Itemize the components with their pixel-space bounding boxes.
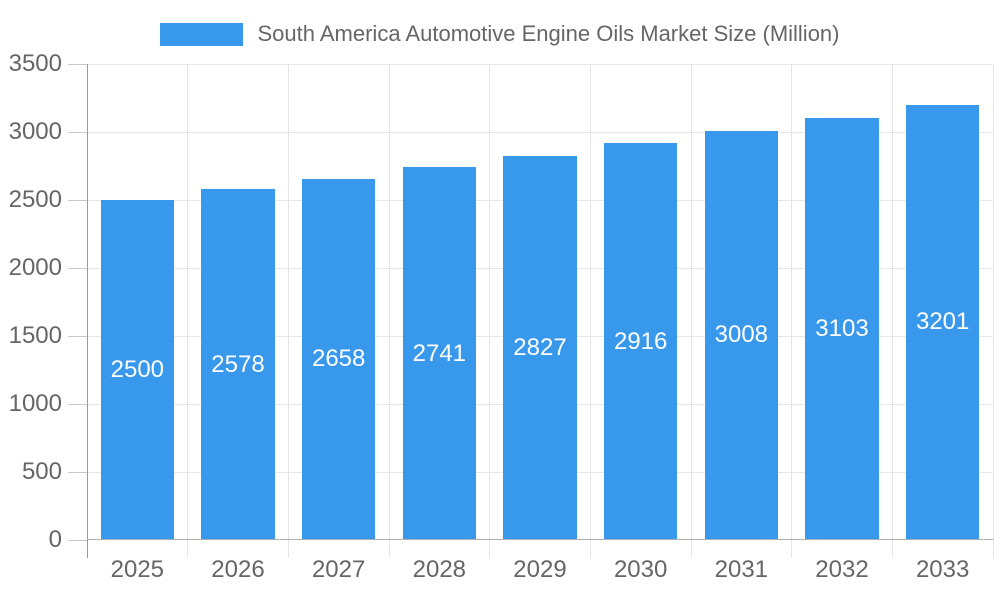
bar-2029[interactable]: 2827	[503, 155, 577, 540]
x-axis-tick-label: 2028	[412, 556, 467, 583]
y-axis-tick	[68, 199, 87, 201]
chart-title: South America Automotive Engine Oils Mar…	[257, 21, 840, 46]
bar-value-label: 3008	[714, 321, 769, 349]
bar-value-label: 2578	[211, 350, 265, 378]
y-axis-tick-label: 1500	[8, 322, 62, 349]
gridline-vertical	[589, 64, 591, 558]
y-axis-tick	[68, 403, 87, 405]
y-axis-tick-label: 1000	[8, 390, 62, 417]
plot-area: 2500 2578 2658 2741 2827 2916 3008 3103 3201	[68, 63, 994, 558]
gridline-horizontal	[87, 131, 993, 133]
y-axis-tick	[68, 131, 87, 133]
bar-2026[interactable]: 2578	[201, 189, 275, 540]
y-axis-tick-label: 500	[21, 458, 62, 485]
bar-2033[interactable]: 3201	[905, 104, 980, 540]
x-axis-tick-label: 2032	[815, 556, 869, 583]
legend-item[interactable]: South America Automotive Engine Oils Mar…	[160, 21, 840, 47]
bar-value-label: 2658	[311, 345, 366, 373]
bar-value-label: 3201	[915, 308, 970, 336]
legend-swatch-icon	[160, 22, 244, 46]
x-axis-tick-label: 2033	[915, 556, 970, 583]
gridline-vertical	[287, 64, 289, 558]
bar-2027[interactable]: 2658	[301, 178, 376, 540]
bar-value-label: 3103	[815, 315, 869, 342]
y-axis-tick	[68, 267, 87, 269]
y-axis-tick	[68, 539, 87, 541]
y-axis-tick-label: 2000	[8, 254, 62, 281]
bar-value-label: 2500	[110, 356, 165, 383]
bar-2028[interactable]: 2741	[402, 167, 477, 540]
y-axis-tick-label: 0	[48, 526, 62, 553]
x-axis-tick-label: 2031	[714, 556, 769, 583]
y-axis-tick	[68, 471, 87, 473]
y-axis-tick-label: 2500	[8, 186, 62, 213]
y-axis-line	[86, 64, 88, 558]
gridline-vertical	[388, 64, 390, 558]
x-axis-line	[87, 539, 993, 540]
gridline-vertical	[489, 64, 491, 558]
bar-2025[interactable]: 2500	[100, 200, 175, 540]
x-axis-labels: 2025 2026 2027 2028 2029 2030 2031 2032 2033	[87, 556, 993, 590]
y-axis-tick-label: 3000	[8, 118, 62, 145]
x-axis-tick-label: 2025	[110, 556, 165, 583]
bar-value-label: 2916	[613, 327, 668, 355]
gridline-vertical	[992, 64, 994, 558]
bar-value-label: 2827	[513, 333, 567, 361]
gridline-horizontal	[87, 63, 993, 65]
gridline-vertical	[187, 64, 189, 558]
gridline-vertical	[891, 64, 893, 558]
bar-2031[interactable]: 3008	[704, 130, 779, 540]
bar-value-label: 2741	[412, 339, 467, 367]
chart-legend: South America Automotive Engine Oils Mar…	[0, 21, 1000, 47]
y-axis-tick	[68, 63, 87, 65]
bar-2032[interactable]: 3103	[805, 118, 879, 540]
bar-2030[interactable]: 2916	[603, 143, 678, 540]
x-axis-tick-label: 2026	[211, 556, 265, 583]
y-axis-labels: 0 500 1000 1500 2000 2500 3000 3500	[0, 50, 68, 553]
gridline-vertical	[690, 64, 692, 558]
x-axis-tick-label: 2029	[513, 556, 567, 583]
x-axis-tick-label: 2027	[311, 556, 366, 583]
gridline-vertical	[791, 64, 793, 558]
y-axis-tick-label: 3500	[8, 50, 62, 77]
y-axis-tick	[68, 335, 87, 337]
x-axis-tick-label: 2030	[613, 556, 668, 583]
